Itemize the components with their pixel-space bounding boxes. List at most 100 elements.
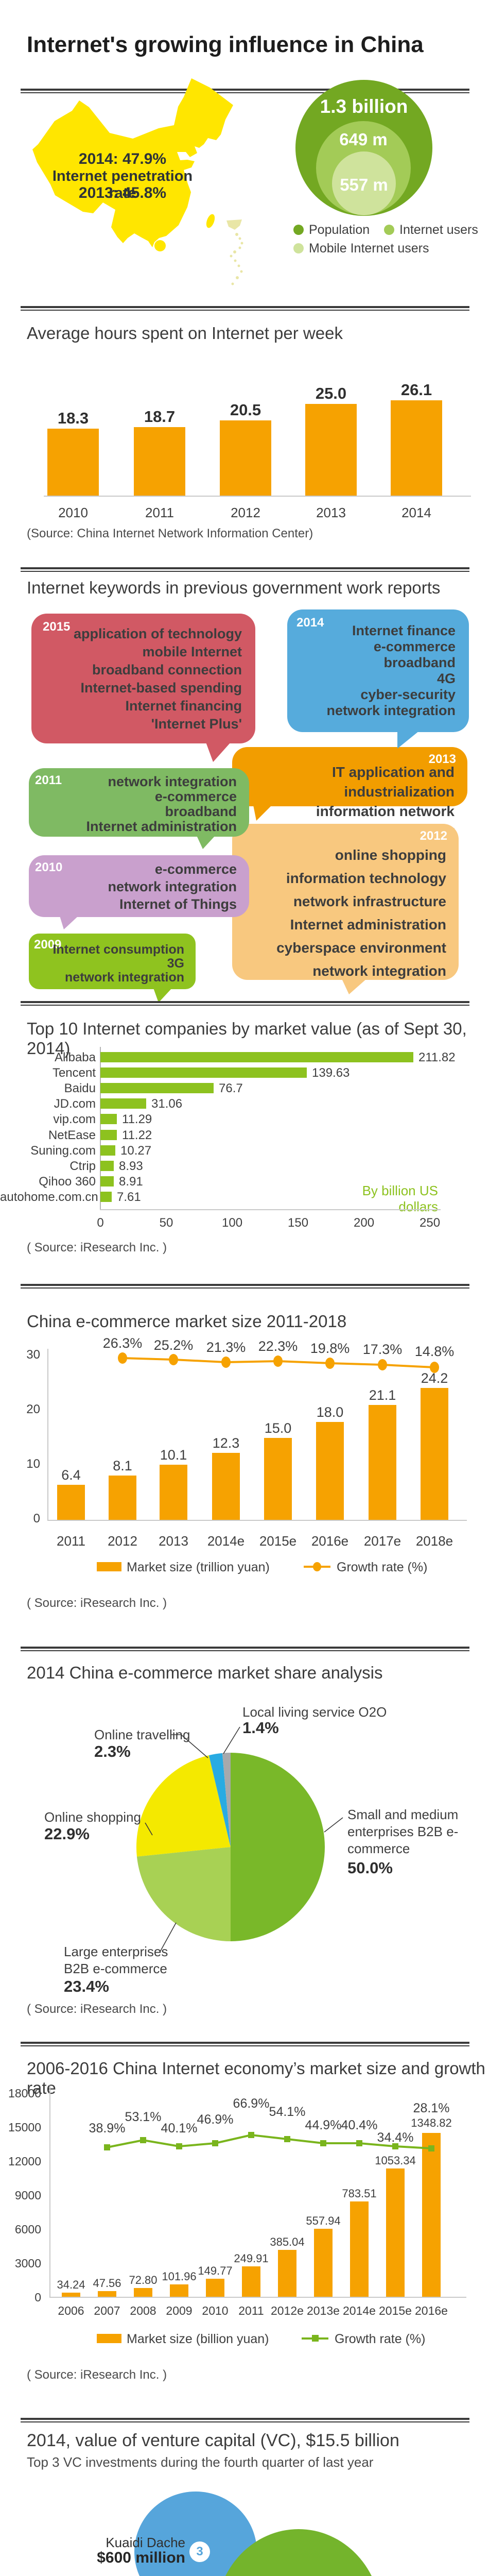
ecommerce-bar: [212, 1453, 240, 1520]
bar-2010: [47, 429, 99, 496]
bar-value: 34.24: [57, 2278, 85, 2291]
mobile-users-legend-label: Mobile Internet users: [309, 241, 429, 256]
bubble-tail-2013: [253, 805, 272, 821]
rate-label: 26.3%: [102, 1335, 143, 1351]
x-axis-line: [47, 1520, 467, 1521]
bubble-tail-2014: [397, 731, 419, 749]
ecommerce-bar: [57, 1485, 85, 1520]
penetration-label: Internet penetration rate: [52, 168, 193, 201]
keyword-item: online shopping: [335, 847, 446, 863]
internet-economy-source: ( Source: iResearch Inc. ): [27, 2368, 167, 2382]
y-tick: 18000: [8, 2087, 41, 2100]
x-tick: 2015e: [379, 2304, 412, 2317]
taiwan-island: [206, 214, 215, 228]
bubble-year: 2009: [34, 938, 62, 952]
section-divider: [21, 2418, 469, 2422]
keyword-bubble-2015: 2015 application of technology mobile In…: [31, 614, 255, 743]
rate-label: 21.3%: [206, 1340, 246, 1355]
mobile-users-circle: [332, 151, 396, 215]
economy-bar: [242, 2266, 260, 2297]
x-tick: 2006: [58, 2304, 84, 2317]
economy-bar: [98, 2291, 116, 2297]
avg-hours-title: Average hours spent on Internet per week: [27, 324, 343, 343]
section-divider: [21, 567, 469, 572]
x-tick: 2014e: [207, 1533, 245, 1549]
economy-bar: [278, 2250, 296, 2297]
company-label: NetEase: [48, 1128, 96, 1142]
bar-value: 26.1: [400, 381, 432, 399]
bar-value: 557.94: [306, 2214, 341, 2227]
bubble-items: network integration e-commerce broadband…: [36, 774, 237, 834]
y-tick: 10: [26, 1457, 40, 1471]
company-value: 7.61: [117, 1190, 141, 1204]
x-tick: 2009: [166, 2304, 193, 2317]
section-divider: [21, 306, 469, 311]
companies-source: ( Source: iResearch Inc. ): [27, 1241, 167, 1255]
company-value: 31.06: [151, 1097, 183, 1111]
company-value: 11.22: [122, 1128, 152, 1142]
vc-name-kuaidi: Kuaidi Dache: [106, 2535, 185, 2550]
bar-value: 72.80: [129, 2274, 158, 2286]
company-value: 10.27: [120, 1144, 152, 1158]
company-value: 11.29: [122, 1112, 152, 1126]
bubble-year: 2010: [35, 860, 63, 874]
pie-slice-sme-b2b: [231, 1753, 325, 1941]
keyword-item: Internet administration: [290, 917, 446, 933]
rate-label: 17.3%: [362, 1342, 403, 1357]
keyword-item: broadband: [165, 804, 237, 819]
x-tick: 2010: [202, 2304, 229, 2317]
china-mainland-shape: [32, 78, 233, 247]
keyword-item: Internet of Things: [119, 896, 237, 912]
economy-bar: [386, 2168, 405, 2297]
ecommerce-bar: [316, 1422, 344, 1520]
keyword-item: Internet-based spending: [80, 680, 242, 696]
pie-label-sme: Small and medium enterprises B2B e-comme…: [347, 1807, 459, 1856]
keyword-item: broadband connection: [92, 662, 242, 677]
x-tick: 50: [159, 1216, 173, 1230]
company-label: vip.com: [53, 1112, 96, 1126]
keyword-item: 4G: [436, 671, 456, 686]
x-axis-line: [44, 496, 471, 497]
keyword-bubble-2014: 2014 Internet finance e-commerce broadba…: [287, 609, 469, 732]
economy-growth-line: [104, 2132, 434, 2151]
keyword-item: application of technology: [73, 626, 242, 641]
company-bar: [100, 1114, 117, 1124]
x-tick: 100: [222, 1216, 243, 1230]
bubble-year: 2011: [35, 773, 62, 787]
keyword-item: 'Internet Plus': [151, 716, 242, 732]
bubble-items: online shopping information technology n…: [240, 843, 446, 982]
y-axis-line: [47, 1349, 48, 1520]
bar-value: 18.3: [57, 409, 89, 427]
x-tick: 2011: [238, 2304, 264, 2317]
bar-2012: [220, 420, 271, 496]
keyword-item: network infrastructure: [293, 893, 446, 909]
company-label: autohome.com.cn: [0, 1190, 98, 1204]
legend-bar-swatch: [97, 1562, 121, 1571]
keyword-item: broadband: [383, 655, 456, 670]
bubble-year: 2015: [43, 620, 71, 634]
economy-bar: [170, 2284, 188, 2297]
keyword-item: e-commerce: [373, 639, 456, 654]
company-bar: [100, 1130, 117, 1140]
bar-value: 1053.34: [375, 2154, 416, 2167]
section-divider: [21, 89, 469, 93]
bubble-tail-2011: [197, 836, 215, 849]
company-bar: [100, 1145, 115, 1156]
pie-slice-o2o: [222, 1753, 231, 1847]
company-label: Tencent: [52, 1066, 96, 1080]
x-tick: 2010: [58, 505, 88, 520]
keyword-item: information technology: [286, 870, 446, 886]
keyword-item: e-commerce: [154, 789, 237, 804]
keyword-item: Internet consumption: [53, 942, 184, 957]
y-tick: 15000: [8, 2121, 41, 2134]
bar-value: 149.77: [198, 2264, 233, 2277]
y-tick: 6000: [14, 2223, 41, 2236]
x-tick: 2014e: [343, 2304, 376, 2317]
economy-bar: [422, 2133, 441, 2297]
bar-value: 18.7: [144, 408, 176, 426]
ecommerce-bar: [369, 1405, 396, 1520]
bubble-items: Internet consumption 3G network integrat…: [35, 943, 184, 985]
population-legend-dot: [293, 225, 304, 235]
rate-label: 14.8%: [414, 1344, 455, 1359]
